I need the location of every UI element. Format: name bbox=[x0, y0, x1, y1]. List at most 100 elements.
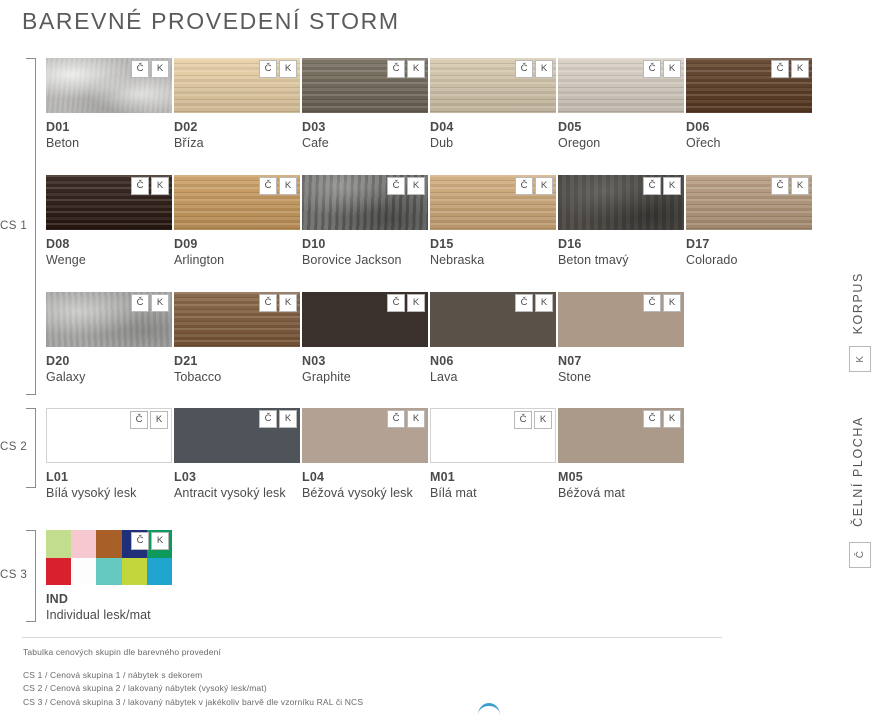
carcass-badge[interactable]: K bbox=[151, 177, 169, 195]
swatch-d15[interactable]: Č K D15 Nebraska bbox=[430, 175, 556, 268]
swatch-d21[interactable]: Č K D21 Tobacco bbox=[174, 292, 300, 385]
swatch-n07[interactable]: Č K N07 Stone bbox=[558, 292, 684, 385]
carcass-badge[interactable]: K bbox=[279, 177, 297, 195]
swatch-d20[interactable]: Č K D20 Galaxy bbox=[46, 292, 172, 385]
front-surface-badge[interactable]: Č bbox=[643, 177, 661, 195]
swatch-d17[interactable]: Č K D17 Colorado bbox=[686, 175, 812, 268]
carcass-badge[interactable]: K bbox=[535, 177, 553, 195]
carcass-badge[interactable]: K bbox=[791, 60, 809, 78]
swatch-name: Borovice Jackson bbox=[302, 253, 402, 267]
swatch-code: D20 bbox=[46, 354, 70, 368]
group-label-cs2: CS 2 bbox=[0, 439, 30, 455]
footer-title: Tabulka cenových skupin dle barevného pr… bbox=[23, 647, 221, 657]
swatch-m01[interactable]: Č K M01 Bílá mat bbox=[430, 408, 556, 501]
swatch-d10[interactable]: Č K D10 Borovice Jackson bbox=[302, 175, 428, 268]
swatch-code: D08 bbox=[46, 237, 70, 251]
swatch-d02[interactable]: Č K D02 Bříza bbox=[174, 58, 300, 151]
swatch-l01[interactable]: Č K L01 Bílá vysoký lesk bbox=[46, 408, 172, 501]
swatch-l04[interactable]: Č K L04 Béžová vysoký lesk bbox=[302, 408, 428, 501]
carcass-badge[interactable]: K bbox=[151, 294, 169, 312]
swatch-d01[interactable]: Č K D01 Beton bbox=[46, 58, 172, 151]
swatch-name: Beton tmavý bbox=[558, 253, 629, 267]
swatch-code: D09 bbox=[174, 237, 198, 251]
carcass-badge[interactable]: K bbox=[535, 60, 553, 78]
swatch-name: Individual lesk/mat bbox=[46, 608, 151, 622]
front-surface-badge[interactable]: Č bbox=[387, 294, 405, 312]
carcass-badge[interactable]: K bbox=[407, 294, 425, 312]
carcass-badge[interactable]: K bbox=[151, 532, 169, 550]
swatch-n06[interactable]: Č K N06 Lava bbox=[430, 292, 556, 385]
swatch-l03[interactable]: Č K L03 Antracit vysoký lesk bbox=[174, 408, 300, 501]
bracket-tick-bottom bbox=[26, 621, 36, 622]
swatch-ind[interactable]: Č K IND Individual lesk/mat bbox=[46, 530, 172, 623]
swatch-d09[interactable]: Č K D09 Arlington bbox=[174, 175, 300, 268]
swatch-d03[interactable]: Č K D03 Cafe bbox=[302, 58, 428, 151]
swatch-d16[interactable]: Č K D16 Beton tmavý bbox=[558, 175, 684, 268]
front-surface-badge[interactable]: Č bbox=[131, 532, 149, 550]
carcass-badge[interactable]: K bbox=[151, 60, 169, 78]
front-surface-badge[interactable]: Č bbox=[130, 411, 148, 429]
swatch-d05[interactable]: Č K D05 Oregon bbox=[558, 58, 684, 151]
group-bracket bbox=[20, 408, 36, 488]
carcass-badge[interactable]: K bbox=[407, 177, 425, 195]
carcass-badge[interactable]: K bbox=[279, 60, 297, 78]
price-group-cs1: CS 1 Č K D01 Beton Č K D02 Bříza Č K D03 Cafe Č K D04 Du… bbox=[0, 58, 820, 395]
front-surface-badge[interactable]: Č bbox=[515, 177, 533, 195]
carcass-badge[interactable]: K bbox=[279, 410, 297, 428]
swatch-m05[interactable]: Č K M05 Béžová mat bbox=[558, 408, 684, 501]
front-surface-badge[interactable]: Č bbox=[515, 294, 533, 312]
front-surface-badge[interactable]: Č bbox=[259, 294, 277, 312]
carcass-badge[interactable]: K bbox=[150, 411, 168, 429]
carcass-badge[interactable]: K bbox=[407, 410, 425, 428]
swatch-code: D04 bbox=[430, 120, 454, 134]
carcass-badge[interactable]: K bbox=[534, 411, 552, 429]
front-surface-badge[interactable]: Č bbox=[259, 410, 277, 428]
front-surface-badge[interactable]: Č bbox=[387, 60, 405, 78]
swatch-code: D06 bbox=[686, 120, 710, 134]
front-surface-badge[interactable]: Č bbox=[387, 177, 405, 195]
swatch-n03[interactable]: Č K N03 Graphite bbox=[302, 292, 428, 385]
carcass-badge[interactable]: K bbox=[279, 294, 297, 312]
carcass-badge[interactable]: K bbox=[791, 177, 809, 195]
front-surface-badge[interactable]: Č bbox=[259, 60, 277, 78]
front-surface-badge[interactable]: Č bbox=[387, 410, 405, 428]
swatch-d04[interactable]: Č K D04 Dub bbox=[430, 58, 556, 151]
carcass-badge[interactable]: K bbox=[663, 294, 681, 312]
swatch-code: N03 bbox=[302, 354, 326, 368]
front-surface-badge[interactable]: Č bbox=[131, 294, 149, 312]
swatch-d08[interactable]: Č K D08 Wenge bbox=[46, 175, 172, 268]
carcass-badge[interactable]: K bbox=[535, 294, 553, 312]
brand-logo-arc bbox=[478, 703, 500, 715]
front-surface-badge[interactable]: Č bbox=[515, 60, 533, 78]
front-surface-badge[interactable]: Č bbox=[131, 60, 149, 78]
bracket-line bbox=[35, 58, 36, 395]
swatch-name: Bříza bbox=[174, 136, 204, 150]
front-surface-badge[interactable]: Č bbox=[771, 177, 789, 195]
front-surface-badge[interactable]: Č bbox=[131, 177, 149, 195]
front-surface-badge[interactable]: Č bbox=[643, 294, 661, 312]
price-group-cs3: CS 3 Č K IND Individual lesk/mat bbox=[0, 530, 820, 622]
front-surface-badge[interactable]: Č bbox=[259, 177, 277, 195]
swatch-name: Nebraska bbox=[430, 253, 485, 267]
carcass-badge[interactable]: K bbox=[663, 410, 681, 428]
swatch-d06[interactable]: Č K D06 Ořech bbox=[686, 58, 812, 151]
front-surface-badge[interactable]: Č bbox=[771, 60, 789, 78]
front-surface-badge[interactable]: Č bbox=[643, 410, 661, 428]
swatch-code: N06 bbox=[430, 354, 454, 368]
front-surface-badge[interactable]: Č bbox=[643, 60, 661, 78]
carcass-badge[interactable]: K bbox=[407, 60, 425, 78]
korpus-badge: K bbox=[849, 346, 871, 372]
swatch-name: Arlington bbox=[174, 253, 225, 267]
front-surface-badge[interactable]: Č bbox=[514, 411, 532, 429]
carcass-badge[interactable]: K bbox=[663, 60, 681, 78]
carcass-badge[interactable]: K bbox=[663, 177, 681, 195]
